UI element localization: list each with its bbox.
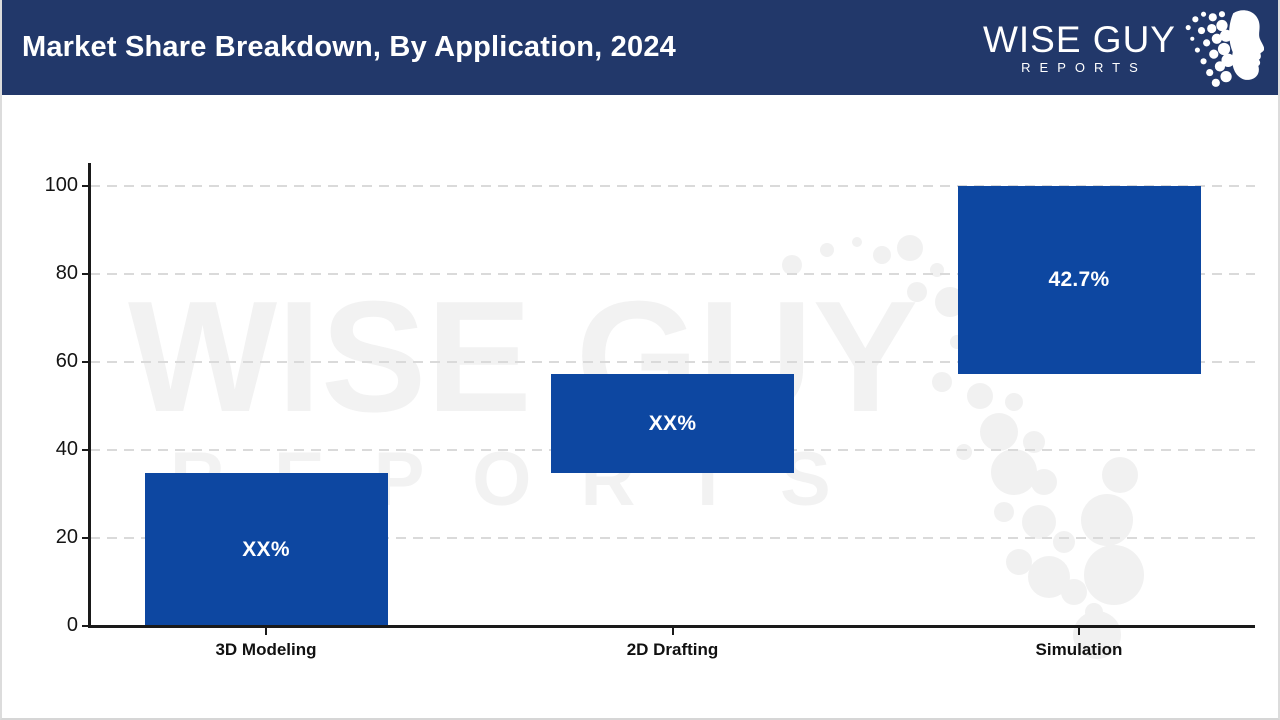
bar-3d-modeling: XX% [144,473,388,626]
gridline [90,273,1255,275]
header-band: Market Share Breakdown, By Application, … [2,0,1278,95]
bar-value-label: XX% [648,411,697,435]
gridline [90,185,1255,187]
bar-value-label: XX% [242,537,290,561]
x-axis-category-label: 2D Drafting [626,640,719,659]
y-axis-tick-label: 60 [55,350,78,372]
y-axis-tick-label: 80 [55,262,78,284]
brand-name: WISE GUY [982,19,1176,60]
y-axis-tick [82,185,90,187]
y-axis-tick-label: 0 [66,614,78,636]
y-axis-spine [88,163,91,627]
bar-simulation: 42.7% [957,186,1201,374]
y-axis-tick [82,625,90,627]
x-axis-tick [671,627,674,635]
x-axis-category-label: Simulation [1035,640,1123,659]
y-axis-tick [82,449,90,451]
brand-logo-text: WISE GUY REPORTS [983,21,1176,74]
x-axis-tick [1078,627,1080,635]
page-title: Market Share Breakdown, By Application, … [22,31,676,63]
brand-subname: REPORTS [1021,60,1147,75]
y-axis-tick [82,537,90,539]
gridline [90,537,1255,539]
bar-2d-drafting: XX% [551,373,794,474]
bar-value-label: 42.7% [1048,267,1110,291]
y-axis-tick [82,273,90,275]
x-axis-category-label: 3D Modeling [215,640,317,659]
y-axis-tick-label: 20 [55,526,78,548]
x-axis-tick [265,627,267,635]
y-axis-tick [82,361,90,363]
logo-head-icon [1185,9,1264,87]
y-axis-tick-label: 40 [55,438,78,460]
brand-logo: WISE GUY REPORTS [983,5,1264,91]
gridline [90,361,1255,363]
y-axis-tick-label: 100 [44,174,78,196]
x-axis-spine [88,625,1255,628]
